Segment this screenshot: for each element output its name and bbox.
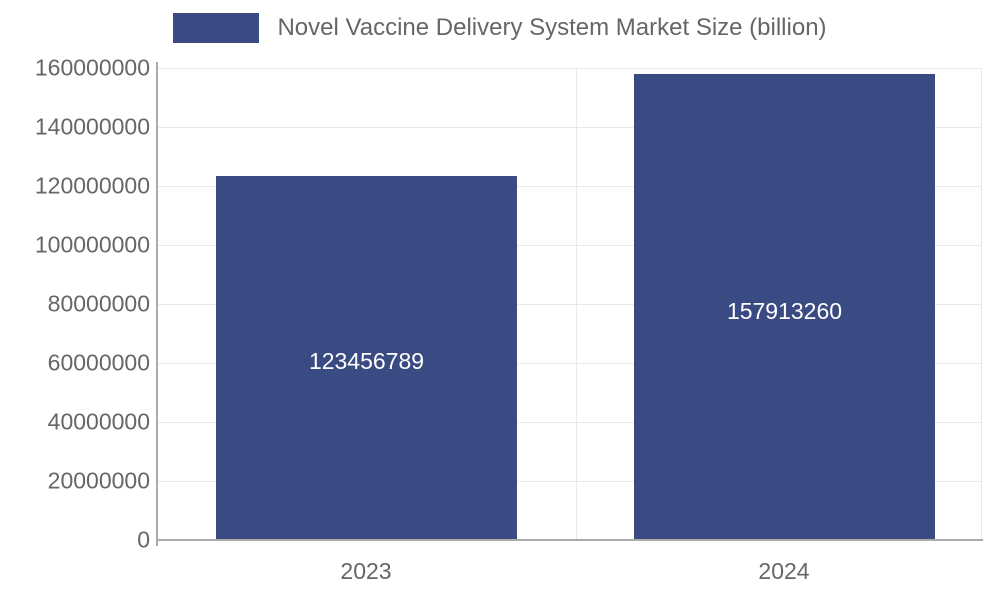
- y-tick-label: 0: [137, 526, 150, 553]
- y-tick-label: 160000000: [34, 54, 150, 81]
- y-axis-tick-labels: 0 20000000 40000000 60000000 80000000 10…: [0, 56, 150, 551]
- gridline-horizontal: [157, 363, 982, 364]
- x-axis-line: [157, 539, 983, 541]
- y-tick-label: 140000000: [34, 113, 150, 140]
- y-tick-label: 20000000: [47, 467, 150, 494]
- legend-item-label: Novel Vaccine Delivery System Market Siz…: [277, 14, 827, 41]
- x-axis-tick-labels: 2023 2024: [157, 560, 982, 596]
- bar-value-label: 123456789: [308, 348, 425, 374]
- y-axis-line: [156, 62, 158, 546]
- legend-color-swatch-icon: [173, 13, 260, 43]
- gridline-horizontal: [157, 127, 982, 128]
- gridline-horizontal: [157, 304, 982, 305]
- gridline-vertical: [981, 68, 982, 540]
- gridline-horizontal: [157, 422, 982, 423]
- gridline-horizontal: [157, 186, 982, 187]
- plot-area: 123456789 157913260: [157, 68, 982, 540]
- x-tick-label-2024: 2024: [758, 558, 810, 584]
- gridline-vertical: [576, 68, 577, 540]
- legend-item-market-size[interactable]: Novel Vaccine Delivery System Market Siz…: [173, 13, 827, 43]
- bar-2024[interactable]: 157913260: [634, 74, 935, 540]
- bar-2023[interactable]: 123456789: [216, 176, 517, 540]
- chart-legend: Novel Vaccine Delivery System Market Siz…: [0, 10, 1000, 46]
- y-tick-label: 60000000: [47, 349, 150, 376]
- y-tick-label: 40000000: [47, 408, 150, 435]
- gridline-horizontal: [157, 481, 982, 482]
- y-tick-label: 120000000: [34, 172, 150, 199]
- gridline-horizontal: [157, 68, 982, 69]
- y-tick-label: 100000000: [34, 231, 150, 258]
- y-tick-label: 80000000: [47, 290, 150, 317]
- x-tick-label-2023: 2023: [340, 558, 392, 584]
- bar-value-label: 157913260: [726, 298, 843, 324]
- gridline-horizontal: [157, 245, 982, 246]
